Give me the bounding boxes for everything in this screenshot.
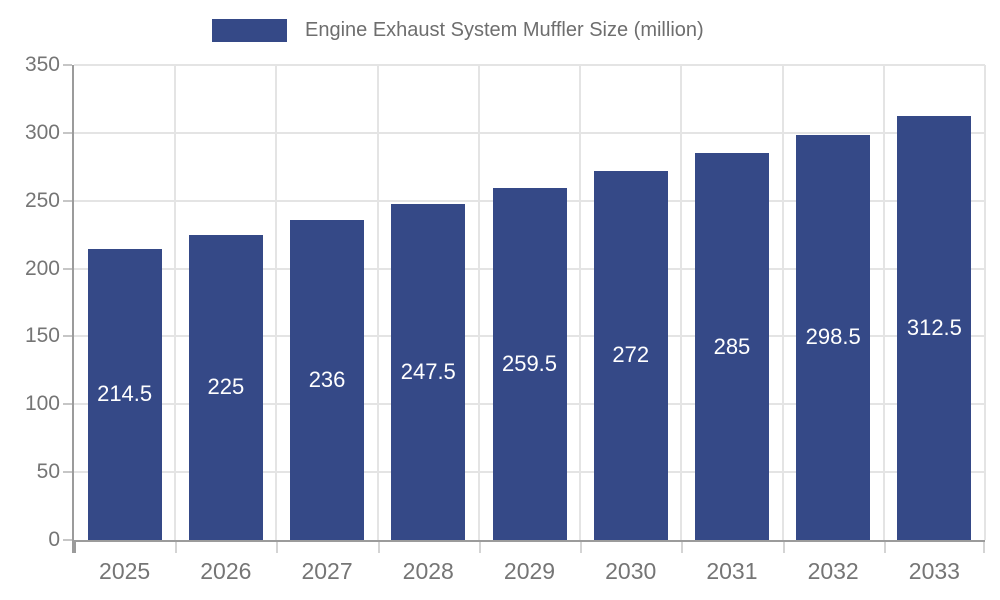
bar-value-label: 225 xyxy=(207,374,245,400)
y-axis-tick xyxy=(63,335,72,338)
x-axis-line xyxy=(72,540,985,542)
h-gridline xyxy=(74,131,985,134)
bar[interactable]: 312.5 xyxy=(897,115,972,540)
bar-value-label: 236 xyxy=(308,366,346,392)
y-axis-tick-label: 300 xyxy=(24,120,60,144)
y-axis-tick xyxy=(63,64,72,66)
x-axis-tick-label: 2027 xyxy=(301,558,353,584)
bar-value-label: 214.5 xyxy=(97,381,153,407)
x-axis-tick xyxy=(478,542,481,553)
x-axis-tick-label: 2032 xyxy=(807,558,859,584)
bar[interactable]: 272 xyxy=(593,170,668,540)
x-axis-tick xyxy=(175,542,178,553)
x-axis-tick-label: 2031 xyxy=(706,558,758,584)
v-gridline xyxy=(174,65,177,540)
x-axis-tick xyxy=(883,542,886,553)
bar-value-label: 298.5 xyxy=(805,324,861,350)
bar[interactable]: 298.5 xyxy=(796,134,871,540)
x-axis-tick-label: 2033 xyxy=(908,558,960,584)
y-axis-tick-label: 100 xyxy=(24,392,60,416)
legend-swatch[interactable] xyxy=(212,19,287,42)
bar[interactable]: 247.5 xyxy=(391,204,466,540)
bar-value-label: 312.5 xyxy=(906,314,962,340)
y-axis-tick-label: 0 xyxy=(48,528,60,551)
x-axis-tick xyxy=(681,542,684,553)
bar[interactable]: 214.5 xyxy=(87,248,162,540)
bar[interactable]: 225 xyxy=(188,234,263,540)
x-axis-tick xyxy=(74,542,76,553)
x-axis-tick xyxy=(276,542,279,553)
y-axis-tick xyxy=(63,403,72,406)
bar[interactable]: 236 xyxy=(290,219,365,540)
h-gridline xyxy=(74,64,985,66)
y-axis-tick-label: 200 xyxy=(24,256,60,280)
plot-area: 214.5 225 236 247.5 259.5 272 285 298.5 312.5 0 50… xyxy=(25,53,986,584)
y-axis-tick xyxy=(63,199,72,202)
v-gridline xyxy=(882,65,885,540)
v-gridline xyxy=(680,65,683,540)
x-axis-tick-label: 2030 xyxy=(605,558,657,584)
x-axis-tick-label: 2026 xyxy=(200,558,252,584)
bar-value-label: 259.5 xyxy=(501,350,558,376)
bar[interactable]: 259.5 xyxy=(492,187,567,540)
v-gridline xyxy=(579,65,582,540)
y-axis-tick-label: 350 xyxy=(24,53,60,76)
x-axis-tick-label: 2025 xyxy=(99,558,151,584)
x-axis-tick xyxy=(377,542,380,553)
v-gridline xyxy=(477,65,480,540)
y-axis-tick xyxy=(63,131,72,134)
x-axis-tick xyxy=(983,542,985,553)
y-axis-tick-label: 250 xyxy=(24,188,60,212)
v-gridline xyxy=(275,65,278,540)
x-axis-tick-label: 2029 xyxy=(503,558,556,584)
y-axis-tick xyxy=(63,267,72,270)
y-axis-tick-label: 50 xyxy=(36,460,60,484)
bar[interactable]: 285 xyxy=(694,153,769,540)
y-axis-tick xyxy=(63,471,72,474)
v-gridline xyxy=(781,65,784,540)
x-axis-tick-label: 2028 xyxy=(402,558,454,584)
bar-value-label: 247.5 xyxy=(400,359,456,385)
x-axis-tick xyxy=(580,542,583,553)
v-gridline xyxy=(376,65,379,540)
x-axis-tick xyxy=(782,542,785,553)
y-axis-line xyxy=(72,65,74,553)
bar-value-label: 272 xyxy=(612,342,650,368)
bar-value-label: 285 xyxy=(713,333,751,359)
legend-label[interactable]: Engine Exhaust System Muffler Size (mill… xyxy=(305,19,704,41)
y-axis-tick xyxy=(63,539,72,541)
v-gridline xyxy=(984,65,986,540)
y-axis-tick-label: 150 xyxy=(24,324,60,348)
chart-legend: Engine Exhaust System Muffler Size (mill… xyxy=(212,19,704,42)
